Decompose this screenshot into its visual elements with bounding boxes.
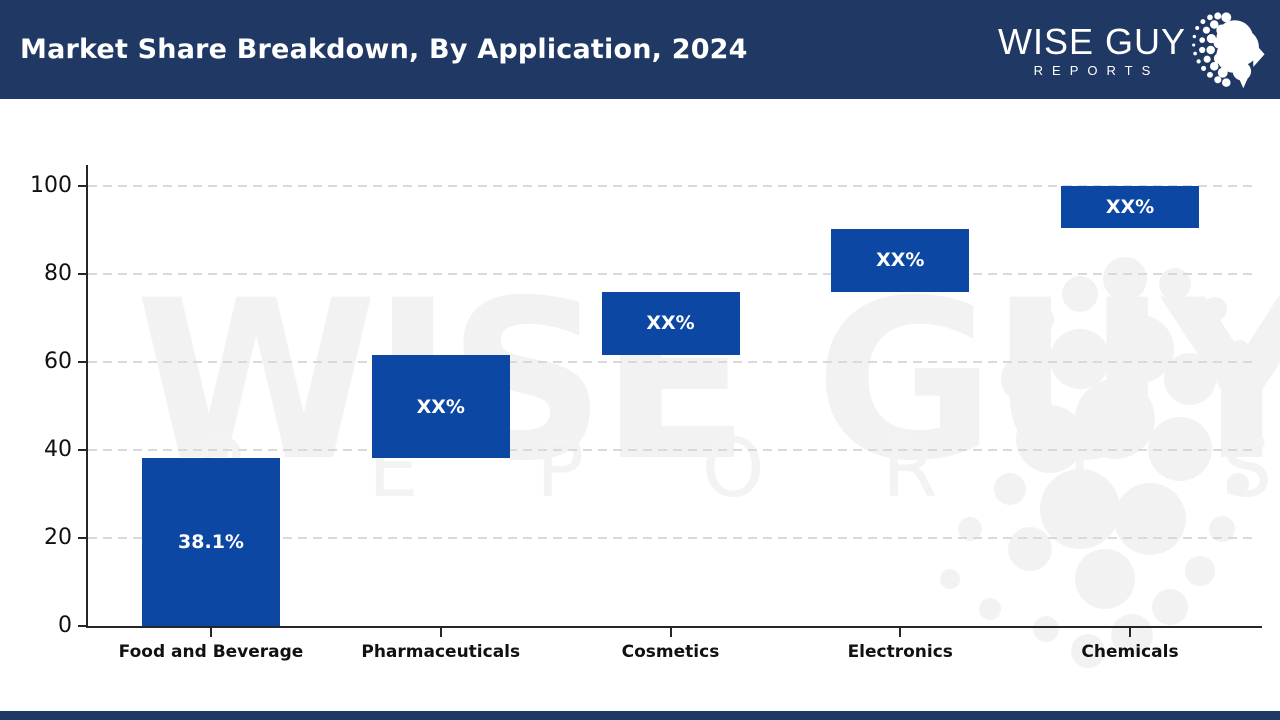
x-tick-chemicals <box>1129 628 1131 637</box>
x-tick-food-and-beverage <box>210 628 212 637</box>
bar-electronics: XX% <box>831 229 970 292</box>
gridline-20 <box>88 537 1258 539</box>
footer-bar <box>0 711 1280 720</box>
bar-value-label-cosmetics: XX% <box>646 312 695 335</box>
bar-value-label-electronics: XX% <box>876 249 925 272</box>
logo-text: WISE GUY REPORTS <box>997 20 1186 78</box>
header-bar: Market Share Breakdown, By Application, … <box>0 0 1280 99</box>
bar-cosmetics: XX% <box>601 291 740 355</box>
chart-area: WISE GUY R E P O R T S 38.1% XX% XX% XX <box>0 99 1280 712</box>
x-category-label-electronics: Electronics <box>847 642 953 662</box>
x-category-label-food-and-beverage: Food and Beverage <box>118 642 304 662</box>
bar-value-label-pharmaceuticals: XX% <box>416 395 465 418</box>
gridline-40 <box>88 449 1258 451</box>
y-tick-label-0: 0 <box>58 613 72 638</box>
y-tick-label-100: 100 <box>30 173 72 198</box>
y-tick-100 <box>78 185 87 187</box>
gridline-60 <box>88 361 1258 363</box>
x-category-label-pharmaceuticals: Pharmaceuticals <box>361 642 521 662</box>
x-axis-line <box>86 626 1262 628</box>
x-tick-electronics <box>899 628 902 637</box>
y-tick-60 <box>78 361 87 363</box>
wise-guy-reports-logo: WISE GUY REPORTS <box>998 0 1266 99</box>
y-tick-20 <box>78 537 87 539</box>
y-tick-label-60: 60 <box>44 349 72 374</box>
y-axis-line <box>86 165 88 628</box>
bar-food-and-beverage: 38.1% <box>142 458 280 626</box>
y-tick-40 <box>78 449 87 451</box>
watermark-face-dots <box>940 257 1258 668</box>
bar-value-label-chemicals: XX% <box>1105 196 1155 219</box>
chart-title: Market Share Breakdown, By Application, … <box>20 34 748 65</box>
logo-subtitle: REPORTS <box>1033 62 1160 78</box>
logo-face-icon <box>1192 11 1265 88</box>
x-tick-pharmaceuticals <box>439 628 442 637</box>
y-tick-label-80: 80 <box>44 261 72 286</box>
plot-region: 38.1% XX% XX% XX% XX% <box>88 165 1258 626</box>
bar-chemicals: XX% <box>1061 186 1199 229</box>
y-tick-80 <box>78 273 87 275</box>
x-category-label-chemicals: Chemicals <box>1081 642 1179 662</box>
y-tick-label-40: 40 <box>44 437 72 462</box>
bar-pharmaceuticals: XX% <box>371 354 510 459</box>
x-category-label-cosmetics: Cosmetics <box>621 642 720 662</box>
logo-wordmark: WISE GUY <box>997 20 1186 62</box>
y-tick-label-20: 20 <box>44 525 72 550</box>
x-tick-cosmetics <box>669 628 672 637</box>
gridline-80 <box>88 273 1258 275</box>
gridline-100 <box>88 185 1258 187</box>
y-tick-0 <box>78 625 87 627</box>
bar-value-label-food-and-beverage: 38.1% <box>178 531 244 554</box>
